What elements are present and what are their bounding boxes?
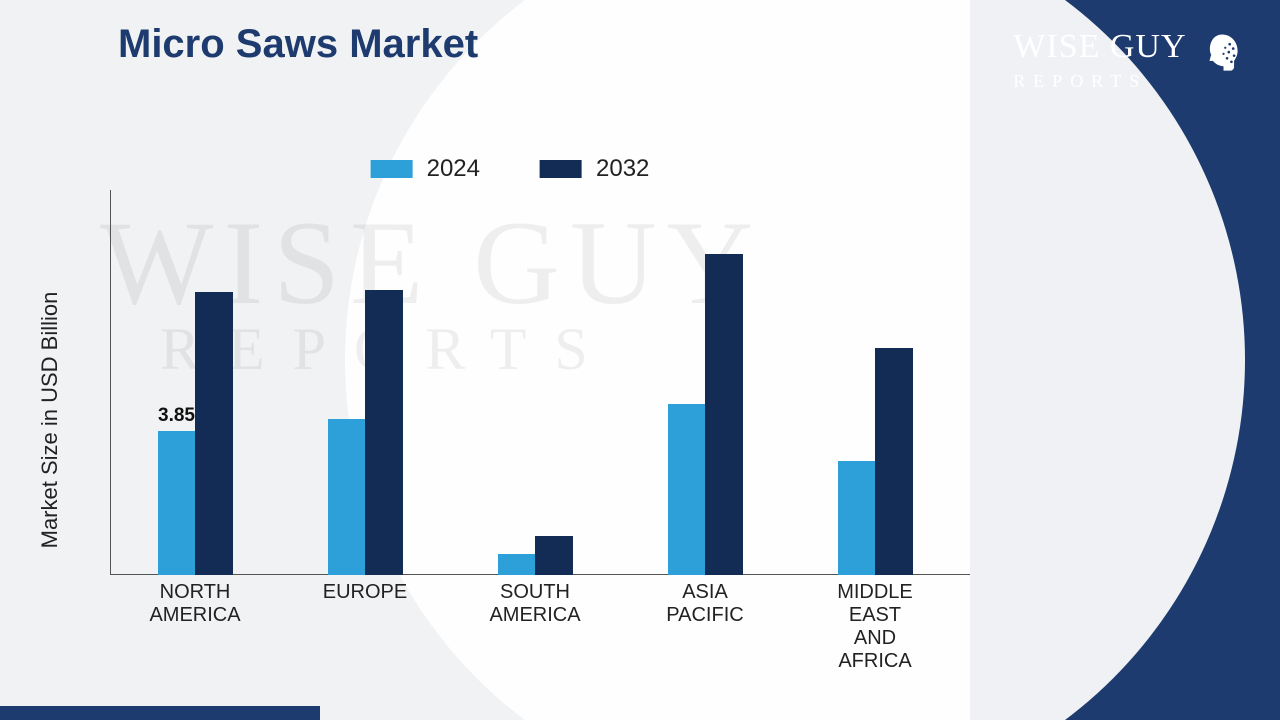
legend-label-2032: 2032 <box>596 155 649 183</box>
bar-group <box>625 200 785 575</box>
legend: 2024 2032 <box>371 155 650 183</box>
legend-item-2032: 2032 <box>540 155 649 183</box>
bar-2032 <box>365 290 403 575</box>
bar-2024: 3.85 <box>158 431 196 575</box>
bar-2032 <box>705 254 743 575</box>
head-silhouette-icon <box>1198 31 1242 75</box>
x-axis-label: MIDDLEEASTANDAFRICA <box>795 575 955 685</box>
bar-group: 3.85 <box>115 200 275 575</box>
bar-2024 <box>328 419 366 575</box>
chart-area: Market Size in USD Billion 2024 2032 3.8… <box>60 155 960 685</box>
bar-group <box>455 200 615 575</box>
logo-main-text: WISE GUY <box>1013 28 1186 65</box>
chart-canvas: WISE GUY REPORTS Micro Saws Market WISE … <box>0 0 1280 720</box>
brand-logo: WISE GUY REPORTS <box>1013 28 1242 92</box>
legend-swatch-2024 <box>371 160 413 178</box>
chart-title: Micro Saws Market <box>118 22 478 67</box>
bar-2024 <box>838 461 876 575</box>
bar-2032 <box>195 292 233 575</box>
bar-group <box>285 200 445 575</box>
plot-region: 3.85 <box>110 200 960 575</box>
legend-item-2024: 2024 <box>371 155 480 183</box>
bar-groups: 3.85 <box>110 200 960 575</box>
legend-swatch-2032 <box>540 160 582 178</box>
legend-label-2024: 2024 <box>427 155 480 183</box>
x-axis-labels: NORTHAMERICAEUROPESOUTHAMERICAASIAPACIFI… <box>110 575 960 685</box>
bar-2024 <box>498 554 536 575</box>
bar-2032 <box>535 536 573 575</box>
y-axis-label: Market Size in USD Billion <box>37 292 63 549</box>
x-axis-label: NORTHAMERICA <box>115 575 275 685</box>
bar-group <box>795 200 955 575</box>
bottom-accent-bar <box>0 706 320 720</box>
bar-2024 <box>668 404 706 575</box>
x-axis-label: EUROPE <box>285 575 445 685</box>
x-axis-label: ASIAPACIFIC <box>625 575 785 685</box>
bar-2032 <box>875 348 913 575</box>
bar-data-label: 3.85 <box>158 405 195 427</box>
x-axis-label: SOUTHAMERICA <box>455 575 615 685</box>
